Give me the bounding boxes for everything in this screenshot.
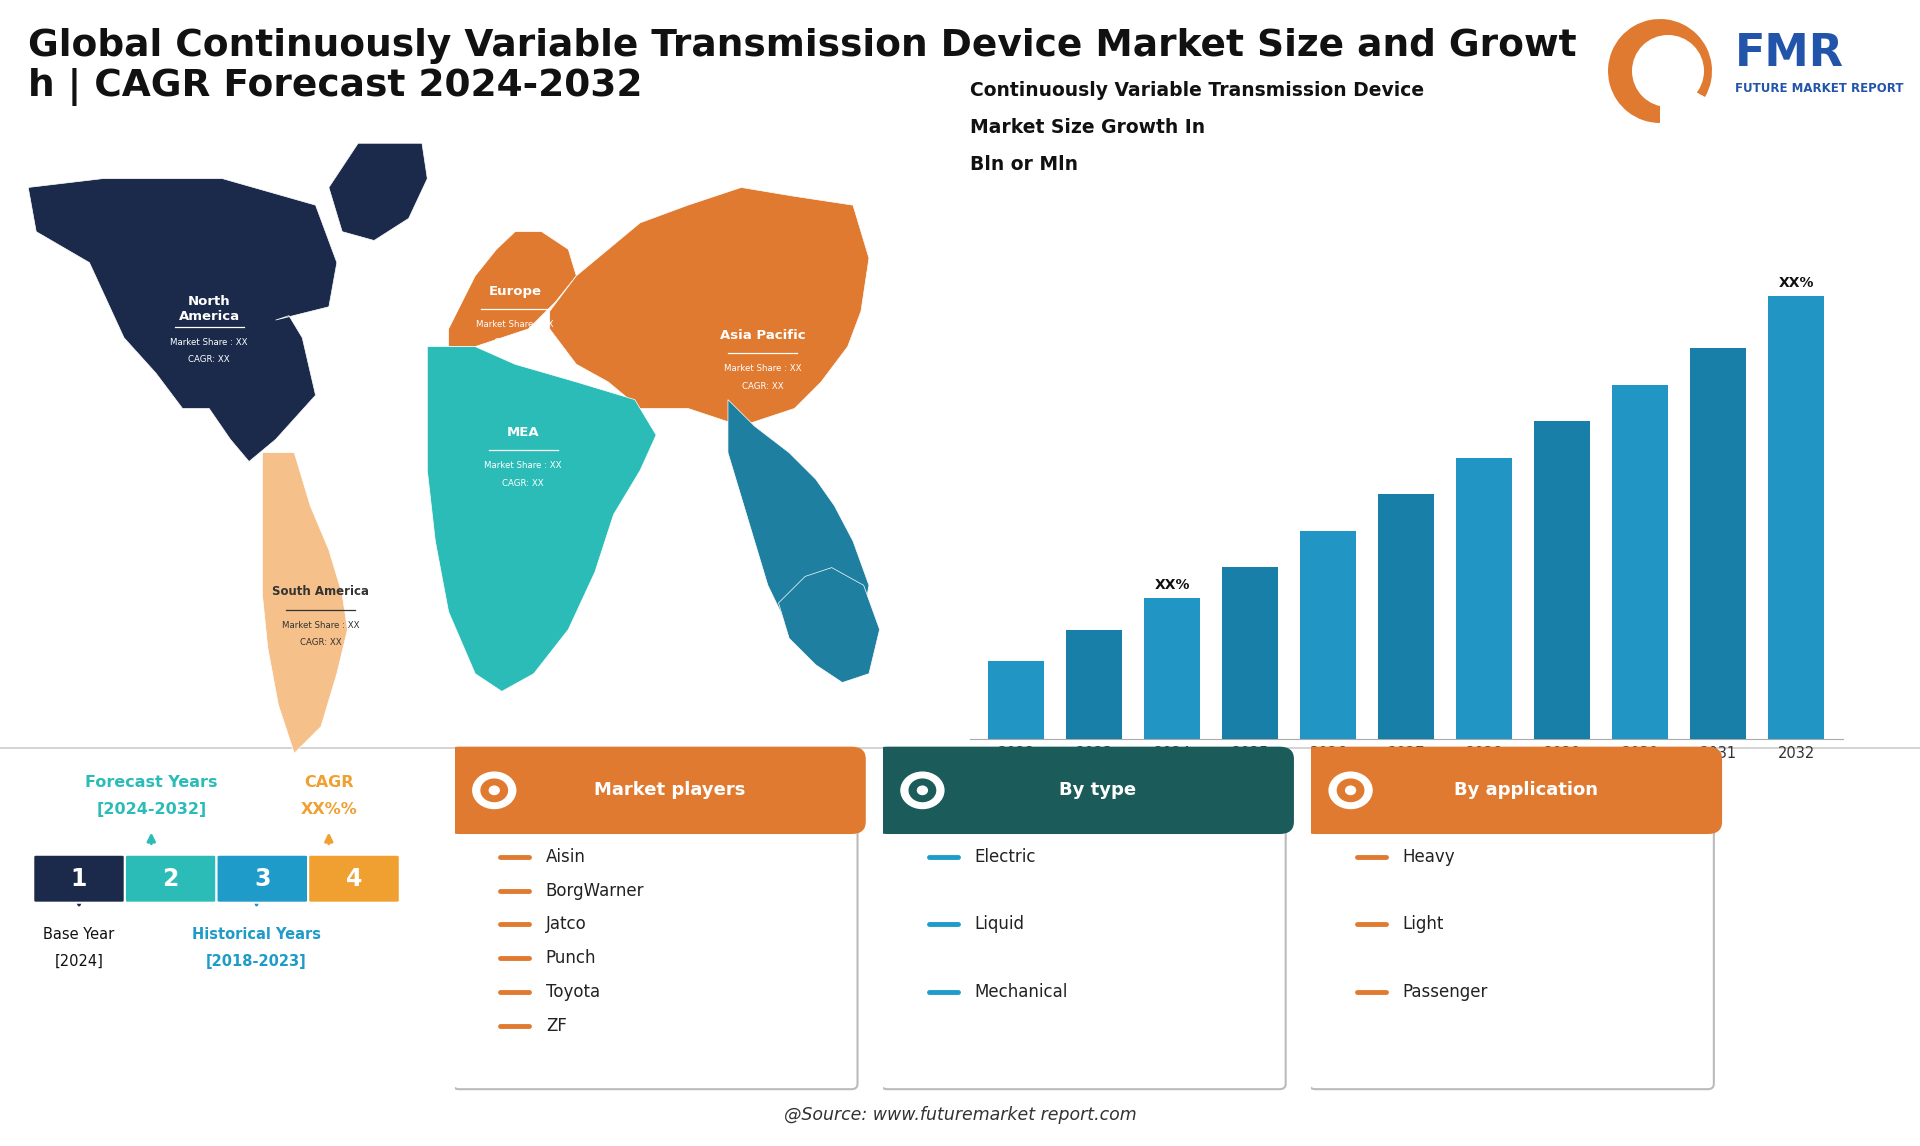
Text: Aisin: Aisin <box>545 848 586 865</box>
FancyBboxPatch shape <box>874 747 1294 834</box>
Polygon shape <box>449 231 576 346</box>
Text: Toyota: Toyota <box>545 983 599 1000</box>
FancyBboxPatch shape <box>217 855 309 903</box>
Text: [2024]: [2024] <box>54 955 104 970</box>
Circle shape <box>490 786 499 794</box>
Polygon shape <box>29 179 336 462</box>
Text: Base Year: Base Year <box>44 927 115 942</box>
FancyBboxPatch shape <box>125 855 217 903</box>
Text: XX%: XX% <box>1778 276 1814 290</box>
Circle shape <box>1346 786 1356 794</box>
Text: CAGR: XX: CAGR: XX <box>188 355 230 364</box>
Text: Market players: Market players <box>593 782 745 800</box>
Circle shape <box>482 779 507 801</box>
Circle shape <box>900 772 945 809</box>
Text: CAGR: XX: CAGR: XX <box>300 638 342 647</box>
Text: South America: South America <box>273 586 369 598</box>
Bar <box>1534 421 1590 739</box>
FancyBboxPatch shape <box>445 747 866 834</box>
Text: FUTURE MARKET REPORT: FUTURE MARKET REPORT <box>1736 83 1903 95</box>
Text: Market Share : XX: Market Share : XX <box>476 320 553 329</box>
Text: 3: 3 <box>253 866 271 890</box>
Text: ZF: ZF <box>545 1017 566 1035</box>
Bar <box>1768 296 1824 739</box>
Text: Forecast Years: Forecast Years <box>84 775 217 790</box>
Text: Mechanical: Mechanical <box>973 983 1068 1000</box>
Bar <box>1455 457 1513 739</box>
Polygon shape <box>778 567 879 683</box>
Wedge shape <box>1609 19 1713 123</box>
Wedge shape <box>1613 23 1709 119</box>
Text: Liquid: Liquid <box>973 916 1023 933</box>
Text: Punch: Punch <box>545 949 597 967</box>
Circle shape <box>910 779 935 801</box>
Text: h | CAGR Forecast 2024-2032: h | CAGR Forecast 2024-2032 <box>29 68 643 105</box>
Circle shape <box>918 786 927 794</box>
Bar <box>1690 348 1747 739</box>
Text: Continuously Variable Transmission Device: Continuously Variable Transmission Devic… <box>970 81 1425 100</box>
Bar <box>1144 598 1200 739</box>
Text: [2024-2032]: [2024-2032] <box>96 802 207 817</box>
Text: MEA: MEA <box>507 426 540 439</box>
Polygon shape <box>728 400 870 665</box>
Bar <box>1613 385 1668 739</box>
FancyBboxPatch shape <box>881 827 1286 1089</box>
Bar <box>1066 629 1123 739</box>
Text: Passenger: Passenger <box>1402 983 1488 1000</box>
FancyBboxPatch shape <box>453 827 858 1089</box>
FancyBboxPatch shape <box>307 855 399 903</box>
Text: Market Share : XX: Market Share : XX <box>484 462 563 470</box>
Text: CAGR: XX: CAGR: XX <box>503 479 543 488</box>
Text: North
America: North America <box>179 295 240 323</box>
Circle shape <box>472 772 516 809</box>
Bar <box>1379 494 1434 739</box>
Text: @Source: www.futuremarket report.com: @Source: www.futuremarket report.com <box>783 1106 1137 1124</box>
Text: Global Continuously Variable Transmission Device Market Size and Growt: Global Continuously Variable Transmissio… <box>29 28 1576 64</box>
Circle shape <box>1338 779 1363 801</box>
Text: CAGR: CAGR <box>303 775 353 790</box>
Text: Electric: Electric <box>973 848 1035 865</box>
Circle shape <box>1632 36 1705 107</box>
Text: Jatco: Jatco <box>545 916 588 933</box>
Text: Market Size Growth In: Market Size Growth In <box>970 118 1204 138</box>
FancyBboxPatch shape <box>1309 827 1715 1089</box>
Text: 🔭: 🔭 <box>1645 54 1657 72</box>
Polygon shape <box>328 143 428 241</box>
Text: Heavy: Heavy <box>1402 848 1455 865</box>
Text: XX%%: XX%% <box>300 802 357 817</box>
Text: By application: By application <box>1453 782 1597 800</box>
Text: CAGR: XX: CAGR: XX <box>741 382 783 391</box>
Text: Bln or Mln: Bln or Mln <box>970 155 1077 174</box>
Text: Light: Light <box>1402 916 1444 933</box>
Text: FMR: FMR <box>1736 31 1843 74</box>
Text: 4: 4 <box>346 866 363 890</box>
Text: [2018-2023]: [2018-2023] <box>205 955 307 970</box>
Text: Europe: Europe <box>488 285 541 298</box>
Bar <box>1300 531 1356 739</box>
Polygon shape <box>263 453 348 753</box>
FancyBboxPatch shape <box>33 855 125 903</box>
Circle shape <box>1329 772 1373 809</box>
Text: CAGR: XX: CAGR: XX <box>493 338 536 346</box>
FancyBboxPatch shape <box>1302 747 1722 834</box>
Text: Market Share : XX: Market Share : XX <box>282 621 359 629</box>
Bar <box>989 661 1044 739</box>
Polygon shape <box>428 346 657 691</box>
Text: BorgWarner: BorgWarner <box>545 881 645 900</box>
Text: Market Share : XX: Market Share : XX <box>171 338 248 346</box>
Text: Market Share : XX: Market Share : XX <box>724 364 801 374</box>
Text: Asia Pacific: Asia Pacific <box>720 329 804 342</box>
Text: Historical Years: Historical Years <box>192 927 321 942</box>
Bar <box>1223 567 1279 739</box>
Text: 1: 1 <box>71 866 86 890</box>
Text: 2: 2 <box>163 866 179 890</box>
Text: XX%: XX% <box>1154 578 1190 592</box>
Text: By type: By type <box>1060 782 1137 800</box>
Polygon shape <box>549 188 870 426</box>
